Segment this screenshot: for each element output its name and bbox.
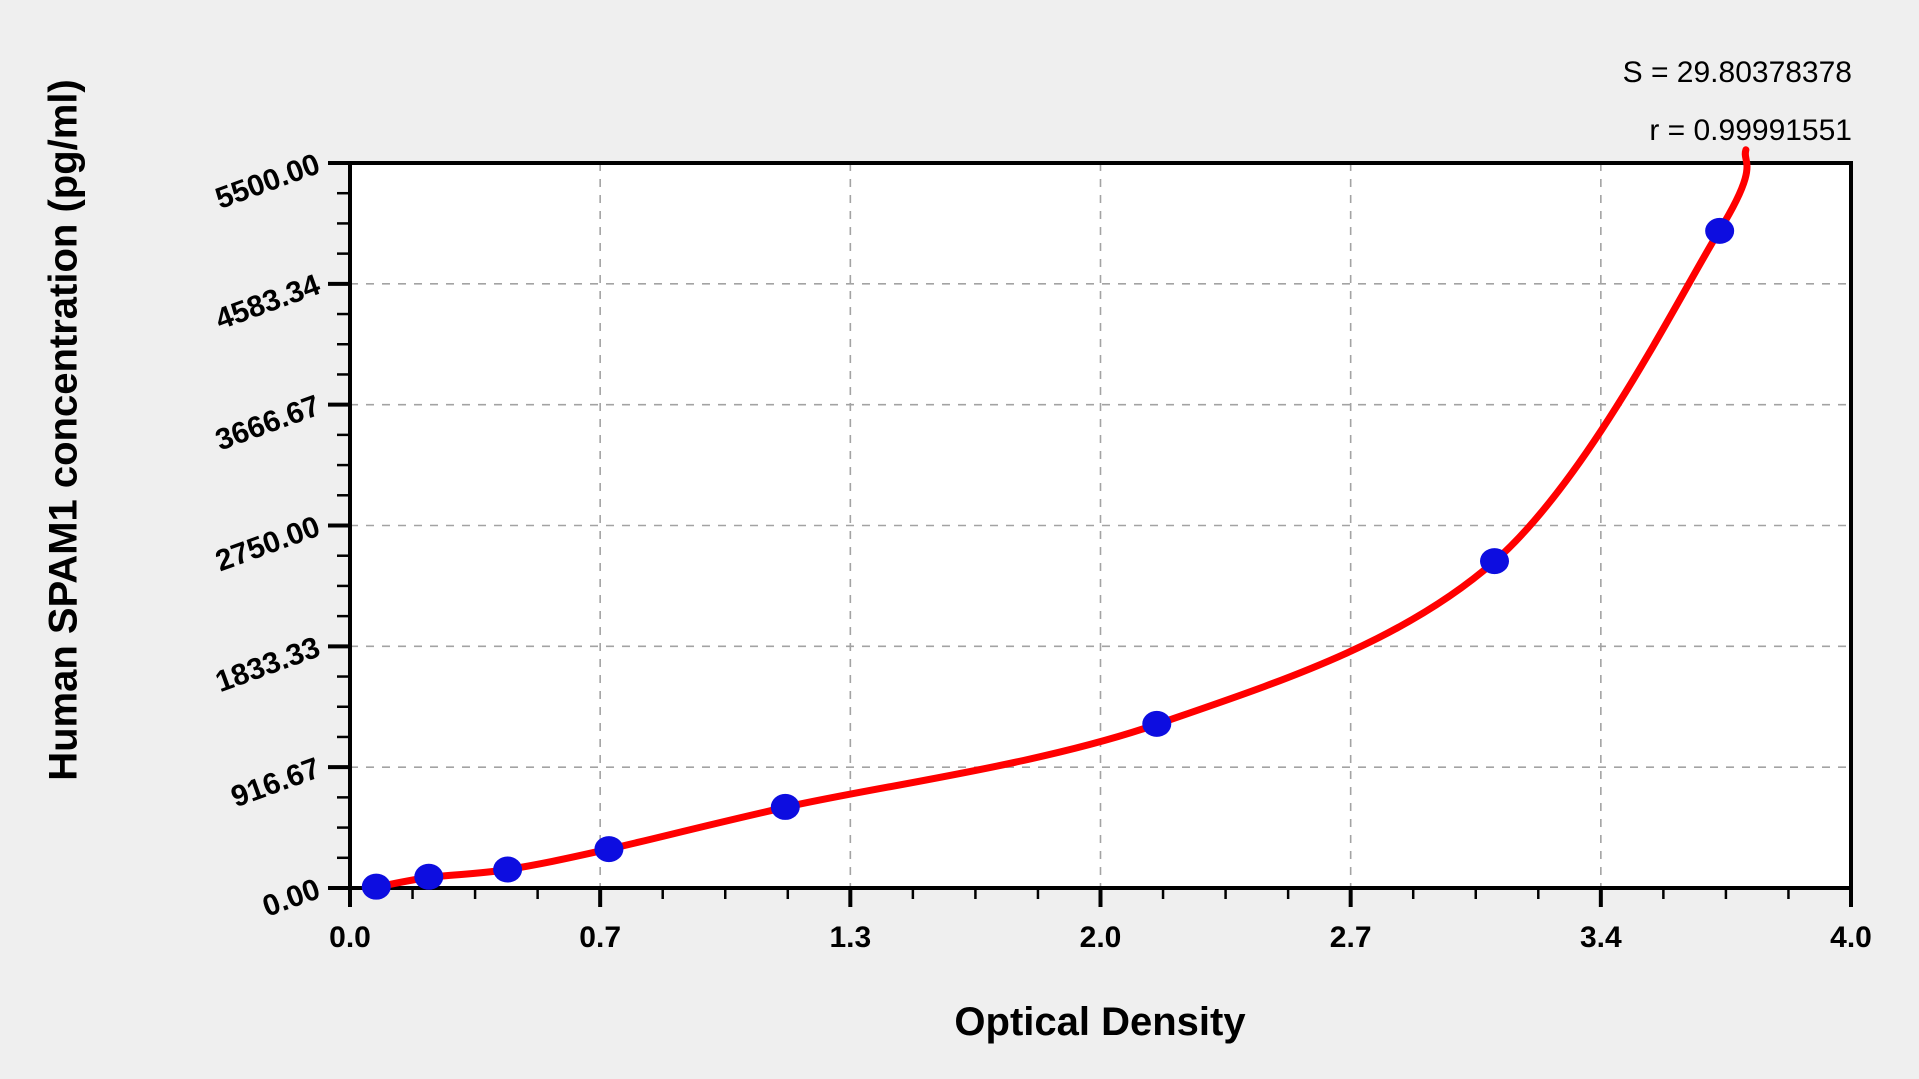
y-tick-label: 4583.34	[211, 268, 324, 336]
y-tick-label: 3666.67	[211, 389, 324, 457]
y-tick-label: 5500.00	[211, 148, 324, 216]
fit-statistics: S = 29.80378378 r = 0.99991551	[1623, 44, 1852, 160]
x-tick-label: 2.0	[1080, 921, 1122, 954]
data-point	[594, 836, 624, 863]
x-tick-label: 2.7	[1330, 921, 1372, 954]
data-point	[1142, 710, 1172, 737]
data-point	[361, 873, 391, 900]
data-point	[770, 793, 800, 820]
data-point	[414, 863, 444, 890]
s-value-label: S = 29.80378378	[1622, 56, 1852, 89]
x-tick-label: 0.0	[329, 921, 371, 954]
x-axis-title: Optical Density	[954, 1000, 1246, 1044]
x-tick-label: 3.4	[1580, 921, 1622, 954]
data-point	[1705, 217, 1735, 244]
y-axis-title: Human SPAM1 concentration (pg/ml)	[41, 79, 86, 781]
x-tick-label: 0.7	[579, 921, 621, 954]
y-tick-label: 916.67	[227, 752, 325, 814]
y-tick-label: 0.00	[258, 873, 324, 924]
y-tick-label: 1833.33	[211, 631, 324, 699]
x-tick-label: 4.0	[1830, 921, 1872, 954]
x-tick-label: 1.3	[829, 921, 871, 954]
data-point	[1480, 548, 1510, 575]
data-point	[493, 856, 523, 883]
y-tick-label: 2750.00	[211, 510, 324, 578]
r-value-label: r = 0.99991551	[1649, 114, 1852, 147]
